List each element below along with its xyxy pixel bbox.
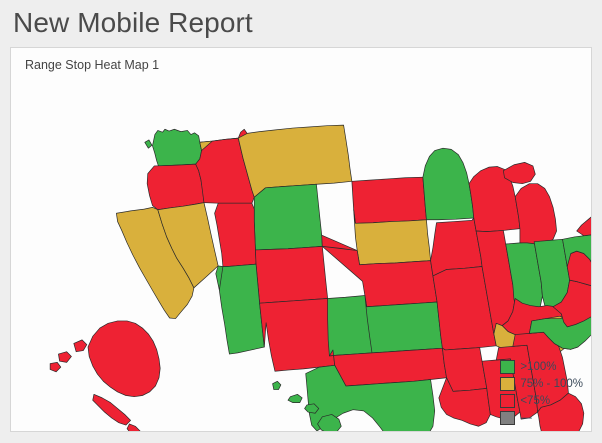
state-mn[interactable] — [423, 148, 474, 220]
chart-title: Range Stop Heat Map 1 — [25, 58, 160, 72]
state-co[interactable] — [255, 246, 327, 303]
report-card: Range Stop Heat Map 1 >100% 75% - 100% <75… — [10, 47, 592, 432]
state-ut[interactable] — [215, 203, 256, 266]
legend: >100% 75% - 100% <75% — — [500, 359, 583, 425]
legend-item[interactable]: <75% — [500, 393, 583, 408]
us-states-heatmap[interactable] — [11, 76, 591, 431]
state-mt[interactable] — [200, 125, 352, 197]
state-va[interactable] — [553, 280, 591, 327]
state-wy[interactable] — [254, 184, 322, 250]
legend-item[interactable]: 75% - 100% — [500, 376, 583, 391]
legend-item[interactable]: — — [500, 410, 583, 425]
legend-label: 75% - 100% — [520, 377, 583, 390]
legend-label: — — [520, 411, 532, 424]
legend-label: >100% — [520, 360, 557, 373]
state-fl[interactable] — [538, 393, 584, 431]
state-ga[interactable] — [513, 332, 569, 412]
state-la[interactable] — [439, 378, 490, 427]
state-or[interactable] — [147, 164, 204, 210]
legend-label: <75% — [520, 394, 551, 407]
legend-swatch — [500, 410, 516, 425]
state-nv[interactable] — [158, 203, 218, 288]
legend-swatch — [500, 359, 516, 374]
heat-map-container[interactable] — [11, 76, 591, 431]
legend-swatch — [500, 393, 516, 408]
state-ny[interactable] — [577, 192, 591, 242]
states-layer — [50, 125, 591, 431]
page-title: New Mobile Report — [13, 7, 253, 38]
legend-swatch — [500, 376, 516, 391]
state-nm[interactable] — [260, 298, 335, 371]
state-pa[interactable] — [563, 233, 591, 267]
state-ak[interactable] — [50, 321, 160, 431]
state-nd[interactable] — [352, 177, 427, 223]
state-wa[interactable] — [145, 129, 202, 166]
state-az[interactable] — [216, 264, 265, 354]
legend-item[interactable]: >100% — [500, 359, 583, 374]
state-hi[interactable] — [273, 381, 342, 431]
